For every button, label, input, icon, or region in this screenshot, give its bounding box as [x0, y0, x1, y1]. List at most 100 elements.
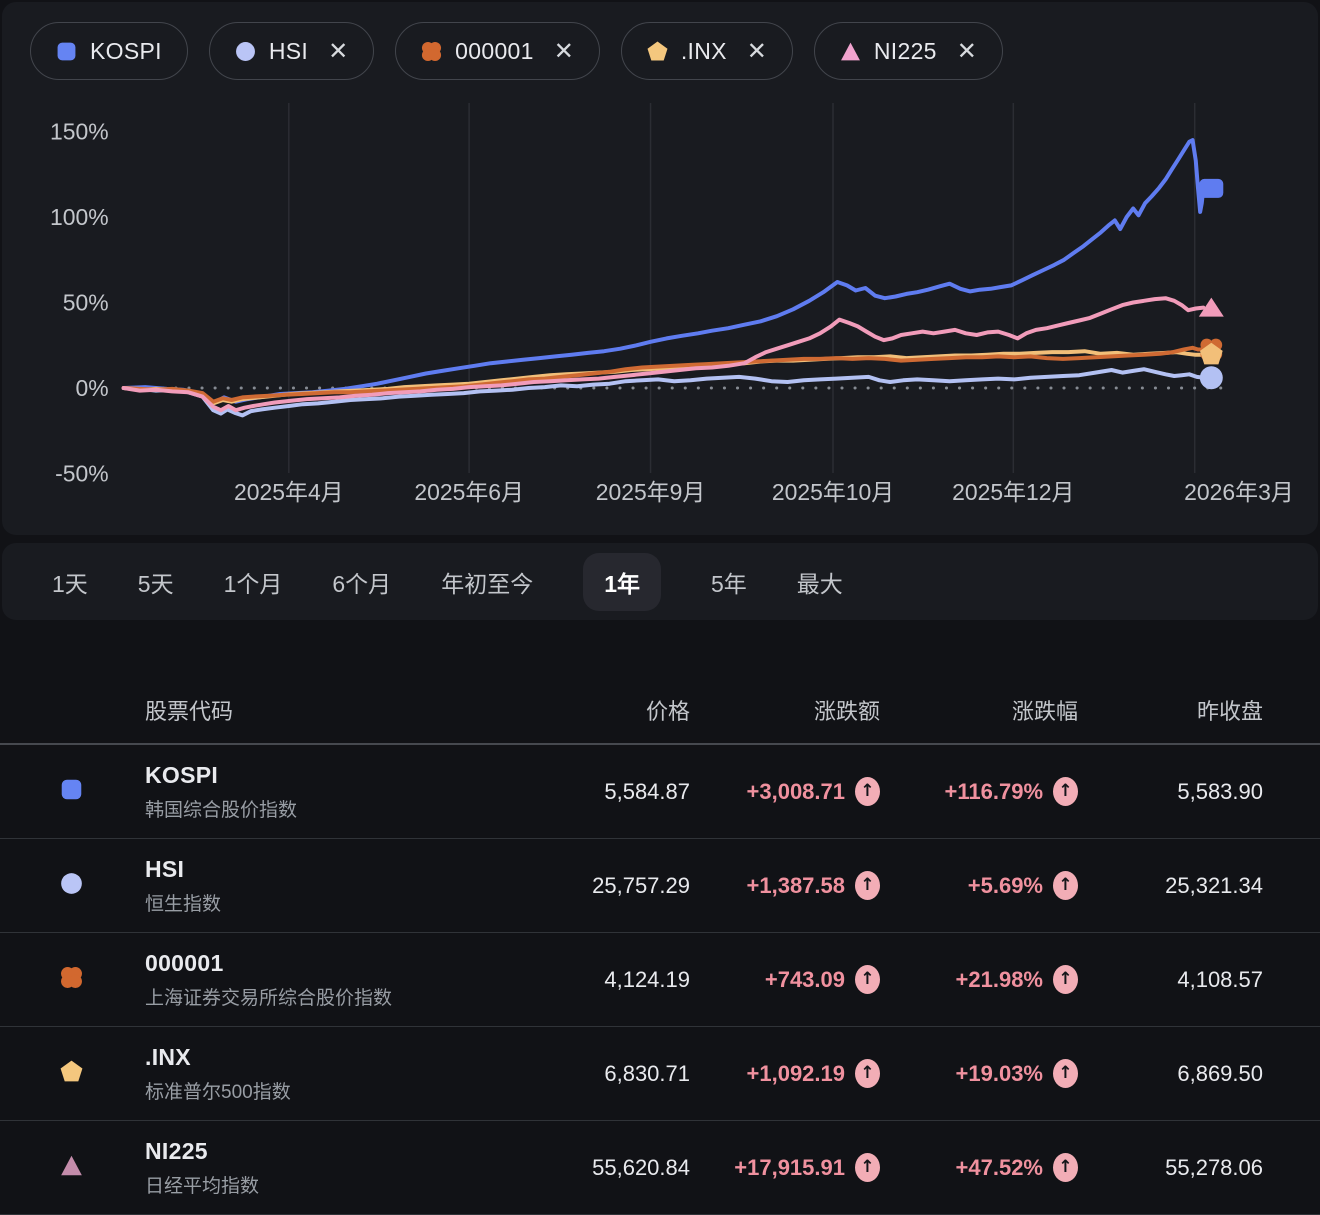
- up-arrow-badge: ↑: [1053, 965, 1078, 994]
- up-arrow-badge: ↑: [855, 965, 880, 994]
- range-1d[interactable]: 1天: [52, 570, 88, 597]
- range-6m[interactable]: 6个月: [332, 570, 392, 597]
- change-value: +1,387.58: [746, 872, 845, 898]
- ticker: HSI: [145, 855, 185, 882]
- up-arrow-badge: ↑: [855, 1153, 880, 1182]
- up-arrow-icon: ↑: [860, 969, 875, 989]
- ticker: .INX: [145, 1043, 191, 1070]
- chip-inx[interactable]: .INX ✕: [620, 22, 793, 80]
- up-arrow-badge: ↑: [855, 777, 880, 806]
- up-arrow-badge: ↑: [1053, 777, 1078, 806]
- chip-hsi[interactable]: HSI ✕: [208, 22, 375, 80]
- chart-panel: KOSPI HSI ✕ 000001 ✕ .INX ✕ NI225 ✕ 2025…: [2, 2, 1318, 535]
- range-1m[interactable]: 1个月: [223, 570, 283, 597]
- sse-clover-icon: [422, 41, 442, 61]
- table-row-kospi[interactable]: KOSPI 韩国综合股价指数 5,584.87 +3,008.71 ↑ +116.…: [0, 745, 1320, 839]
- prev-close: 5,583.90: [1177, 778, 1263, 804]
- table-row-hsi[interactable]: HSI 恒生指数 25,757.29 +1,387.58 ↑ +5.69% ↑ 25…: [0, 839, 1320, 933]
- chip-kospi[interactable]: KOSPI: [30, 22, 188, 80]
- up-arrow-icon: ↑: [1058, 781, 1073, 801]
- close-icon[interactable]: ✕: [553, 37, 574, 65]
- up-arrow-icon: ↑: [1058, 1157, 1073, 1177]
- up-arrow-icon: ↑: [1058, 969, 1073, 989]
- up-arrow-badge: ↑: [1053, 871, 1078, 900]
- change-pct-value: +116.79%: [944, 778, 1043, 804]
- range-ytd[interactable]: 年初至今: [441, 570, 534, 597]
- range-5y[interactable]: 5年: [710, 570, 747, 597]
- ticker: 000001: [145, 949, 224, 976]
- chip-label: .INX: [680, 37, 727, 64]
- kospi-square-icon: [61, 779, 82, 799]
- time-range-bar: 1天 5天 1个月 6个月 年初至今 1年 5年 最大: [2, 543, 1318, 620]
- chip-ni225[interactable]: NI225 ✕: [813, 22, 1003, 80]
- svg-text:-50%: -50%: [55, 460, 109, 486]
- svg-text:150%: 150%: [50, 118, 109, 144]
- up-arrow-icon: ↑: [860, 875, 875, 895]
- svg-text:2025年4月: 2025年4月: [234, 479, 344, 505]
- hsi-circle-icon: [61, 872, 82, 894]
- change-pct-value: +47.52%: [955, 1154, 1043, 1180]
- quotes-table: 股票代码 价格 涨跌额 涨跌幅 昨收盘 KOSPI 韩国综合股价指数 5,584…: [0, 620, 1320, 1215]
- close-icon[interactable]: ✕: [956, 37, 977, 65]
- up-arrow-badge: ↑: [1053, 1059, 1078, 1088]
- range-1y[interactable]: 1年: [583, 552, 661, 611]
- svg-text:2025年9月: 2025年9月: [596, 479, 706, 505]
- prev-close: 6,869.50: [1177, 1060, 1263, 1086]
- chip-000001[interactable]: 000001 ✕: [395, 22, 600, 80]
- price: 4,124.19: [604, 966, 690, 992]
- up-arrow-icon: ↑: [860, 1157, 875, 1177]
- change-value: +1,092.19: [746, 1060, 845, 1086]
- table-header: 股票代码 价格 涨跌额 涨跌幅 昨收盘: [0, 620, 1320, 745]
- svg-text:100%: 100%: [50, 204, 109, 230]
- sse-clover-icon: [61, 966, 82, 988]
- chip-label: 000001: [455, 37, 534, 64]
- range-max[interactable]: 最大: [796, 570, 843, 597]
- change-pct-value: +5.69%: [967, 872, 1043, 898]
- chip-label: NI225: [873, 37, 937, 64]
- prev-close: 4,108.57: [1177, 966, 1263, 992]
- close-icon[interactable]: ✕: [746, 37, 767, 65]
- table-row-inx[interactable]: .INX 标准普尔500指数 6,830.71 +1,092.19 ↑ +19.0…: [0, 1027, 1320, 1121]
- svg-text:0%: 0%: [76, 375, 109, 401]
- nikkei-triangle-icon: [840, 42, 860, 60]
- index-name: 标准普尔500指数: [145, 1081, 291, 1103]
- svg-text:2026年3月: 2026年3月: [1184, 479, 1294, 505]
- symbol-chips: KOSPI HSI ✕ 000001 ✕ .INX ✕ NI225 ✕: [30, 22, 1003, 80]
- price: 55,620.84: [592, 1154, 690, 1180]
- change-pct-value: +19.03%: [955, 1060, 1043, 1086]
- range-5d[interactable]: 5天: [137, 570, 174, 597]
- comparison-line-chart[interactable]: 2025年4月 2025年6月 2025年9月 2025年10月 2025年12月 202…: [2, 95, 1318, 535]
- ticker: NI225: [145, 1137, 208, 1164]
- prev-close: 25,321.34: [1165, 872, 1263, 898]
- price: 25,757.29: [592, 872, 690, 898]
- price: 5,584.87: [604, 778, 690, 804]
- index-name: 上海证券交易所综合股价指数: [145, 987, 393, 1009]
- up-arrow-icon: ↑: [860, 781, 875, 801]
- hsi-circle-icon: [235, 41, 255, 61]
- close-icon[interactable]: ✕: [328, 37, 349, 65]
- header-price: 价格: [645, 699, 690, 724]
- price: 6,830.71: [604, 1060, 690, 1086]
- svg-text:2025年10月: 2025年10月: [772, 479, 894, 505]
- svg-text:2025年12月: 2025年12月: [952, 479, 1074, 505]
- prev-close: 55,278.06: [1165, 1154, 1263, 1180]
- svg-text:2025年6月: 2025年6月: [414, 479, 524, 505]
- kospi-square-icon: [57, 42, 76, 60]
- header-prev-close: 昨收盘: [1196, 699, 1263, 724]
- up-arrow-badge: ↑: [855, 871, 880, 900]
- index-name: 恒生指数: [145, 893, 222, 915]
- up-arrow-badge: ↑: [1053, 1153, 1078, 1182]
- up-arrow-icon: ↑: [860, 1063, 875, 1083]
- table-row-000001[interactable]: 000001 上海证券交易所综合股价指数 4,124.19 +743.09 ↑ +…: [0, 933, 1320, 1027]
- header-change-pct: 涨跌幅: [1011, 699, 1078, 724]
- change-pct-value: +21.98%: [955, 966, 1043, 992]
- up-arrow-icon: ↑: [1058, 1063, 1073, 1083]
- sp500-pentagon-icon: [60, 1060, 83, 1081]
- header-change: 涨跌额: [813, 699, 880, 724]
- index-name: 韩国综合股价指数: [145, 799, 298, 821]
- nikkei-triangle-icon: [61, 1155, 82, 1175]
- up-arrow-badge: ↑: [855, 1059, 880, 1088]
- table-row-ni225[interactable]: NI225 日经平均指数 55,620.84 +17,915.91 ↑ +47.5…: [0, 1121, 1320, 1215]
- chip-label: HSI: [268, 37, 309, 64]
- ticker: KOSPI: [145, 761, 219, 788]
